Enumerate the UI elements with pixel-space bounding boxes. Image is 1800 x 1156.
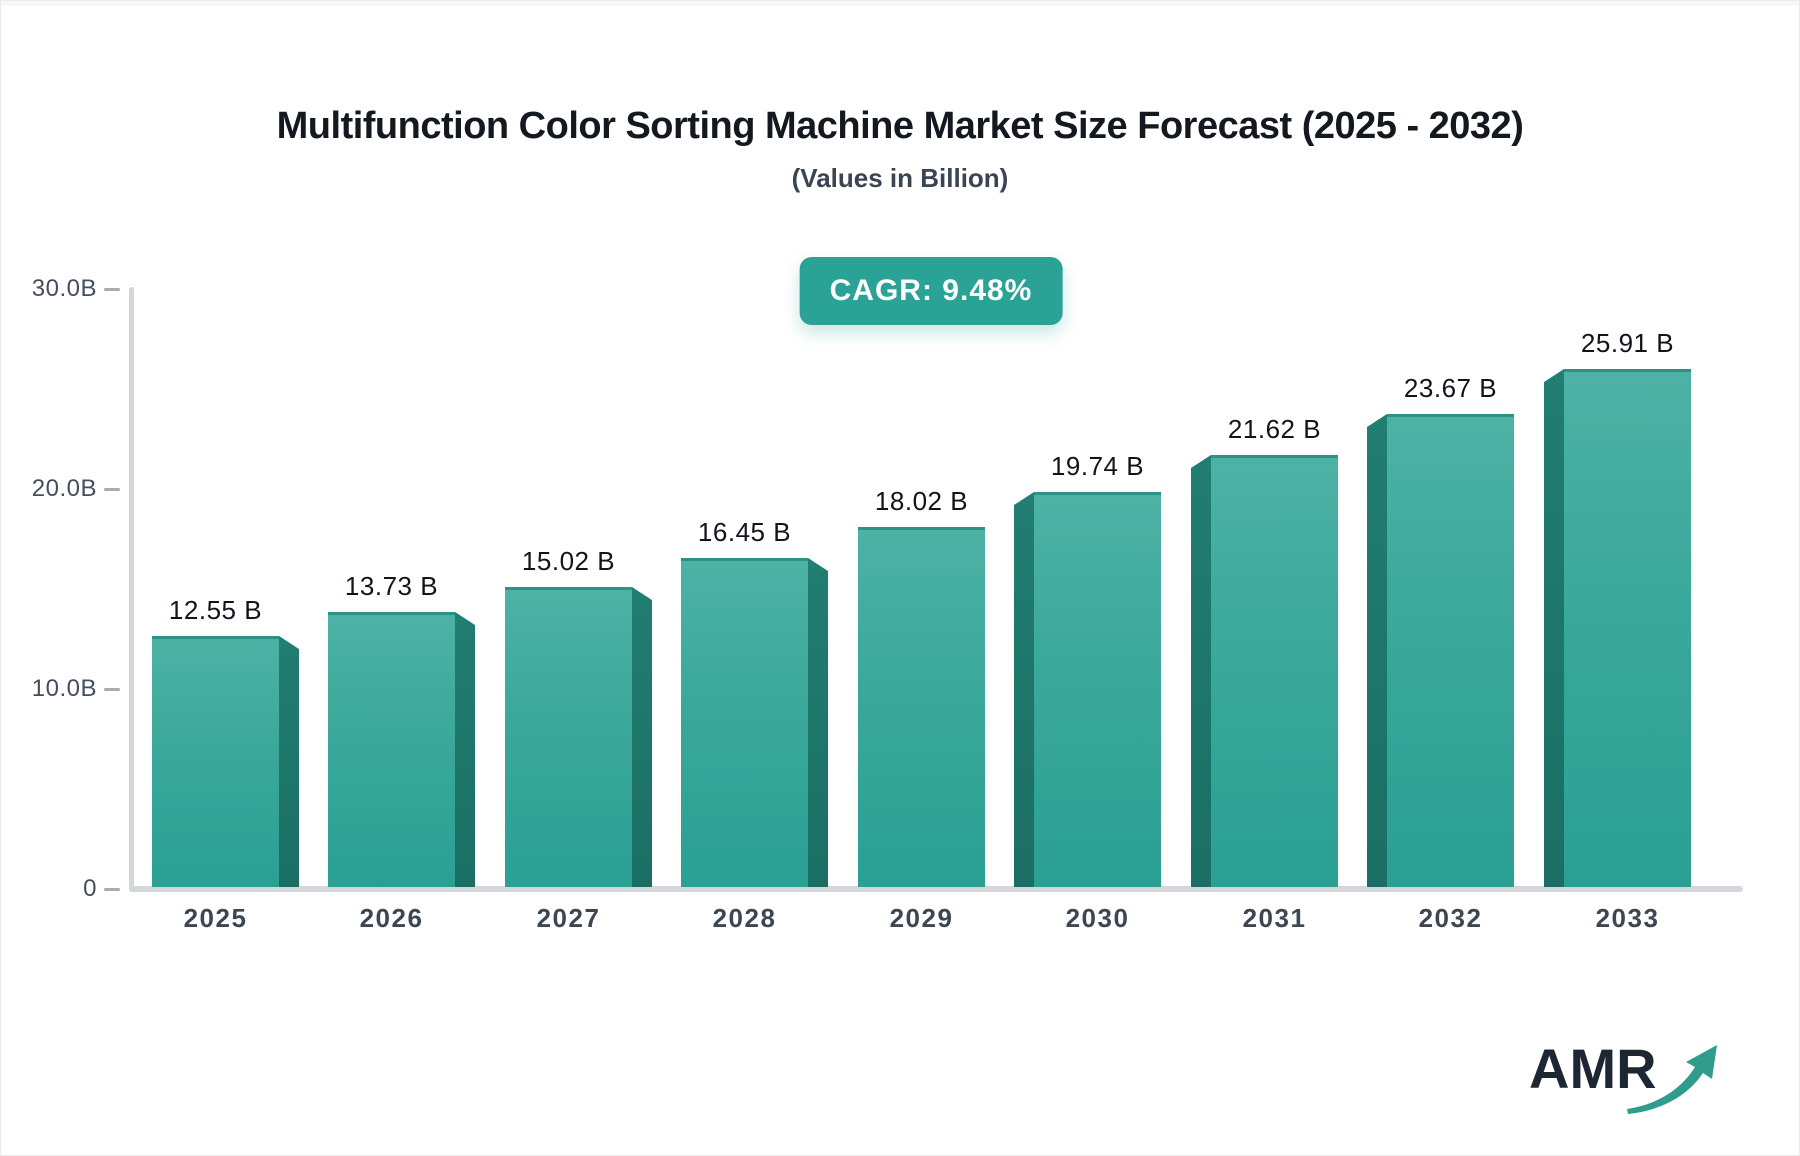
bar	[1564, 369, 1691, 887]
bar-group: 21.62 B 2031	[1191, 414, 1338, 933]
bar-group: 15.02 B 2027	[505, 546, 652, 933]
y-axis-tick	[104, 888, 120, 891]
bar-group: 16.45 B 2028	[681, 517, 828, 933]
x-axis-category-label: 2027	[536, 903, 601, 933]
bar	[1387, 414, 1514, 887]
bar-value-label: 18.02 B	[874, 486, 969, 516]
bar-value-label: 13.73 B	[344, 571, 439, 601]
bar-3d-side	[1191, 455, 1211, 887]
bar	[681, 558, 808, 887]
bar-group: 25.91 B 2033	[1544, 328, 1691, 933]
y-axis-tick-label: 30.0B	[31, 275, 97, 302]
x-axis-category-label: 2025	[183, 903, 248, 933]
y-axis-tick-label: 20.0B	[31, 475, 97, 502]
bar	[1211, 455, 1338, 887]
y-axis-tick	[104, 488, 120, 491]
bar-3d-side	[1367, 414, 1387, 887]
bar-3d-side	[1544, 369, 1564, 887]
logo-arrow-icon	[1627, 1045, 1717, 1114]
bar-value-label: 16.45 B	[697, 517, 792, 547]
y-axis-tick	[104, 288, 120, 291]
bar-group: 19.74 B 2030	[1014, 451, 1161, 933]
bar	[858, 527, 985, 887]
bar-3d-side	[1014, 492, 1034, 887]
x-axis-category-label: 2029	[889, 903, 954, 933]
amr-logo-text: AMR	[1529, 1037, 1657, 1100]
bar-value-label: 23.67 B	[1403, 373, 1498, 403]
bar-3d-side	[632, 587, 652, 887]
bar	[1034, 492, 1161, 887]
bar-value-label: 15.02 B	[521, 546, 616, 576]
bar-3d-side	[455, 612, 475, 887]
y-axis-tick-label: 10.0B	[31, 675, 97, 702]
bar	[505, 587, 632, 887]
bar-3d-side	[808, 558, 828, 887]
x-axis-category-label: 2031	[1242, 903, 1307, 933]
bar-value-label: 21.62 B	[1227, 414, 1322, 444]
amr-logo: AMR	[1529, 1029, 1729, 1119]
bar-group: 23.67 B 2032	[1367, 373, 1514, 933]
chart-title: Multifunction Color Sorting Machine Mark…	[276, 105, 1524, 147]
cagr-badge: CAGR: 9.48%	[799, 257, 1063, 325]
x-axis-category-label: 2032	[1418, 903, 1483, 933]
bar	[152, 636, 279, 887]
x-axis-category-label: 2026	[359, 903, 424, 933]
bar-3d-side	[279, 636, 299, 887]
bar-value-label: 12.55 B	[168, 595, 263, 625]
y-axis-tick-label: 0	[83, 875, 97, 902]
page-top-strip	[1, 1, 1799, 6]
y-axis-tick	[104, 688, 120, 691]
x-axis-category-label: 2033	[1595, 903, 1660, 933]
x-axis-line	[129, 886, 1743, 892]
x-axis-category-label: 2028	[712, 903, 777, 933]
y-axis-line	[129, 287, 134, 892]
x-axis-category-label: 2030	[1065, 903, 1130, 933]
bar-value-label: 19.74 B	[1050, 451, 1145, 481]
chart-subtitle: (Values in Billion)	[791, 163, 1009, 193]
bar-group: 18.02 B 2029	[858, 486, 985, 933]
bar	[328, 612, 455, 887]
bar-group: 13.73 B 2026	[328, 571, 475, 933]
bar-value-label: 25.91 B	[1580, 328, 1675, 358]
bar-group: 12.55 B 2025	[152, 595, 299, 933]
